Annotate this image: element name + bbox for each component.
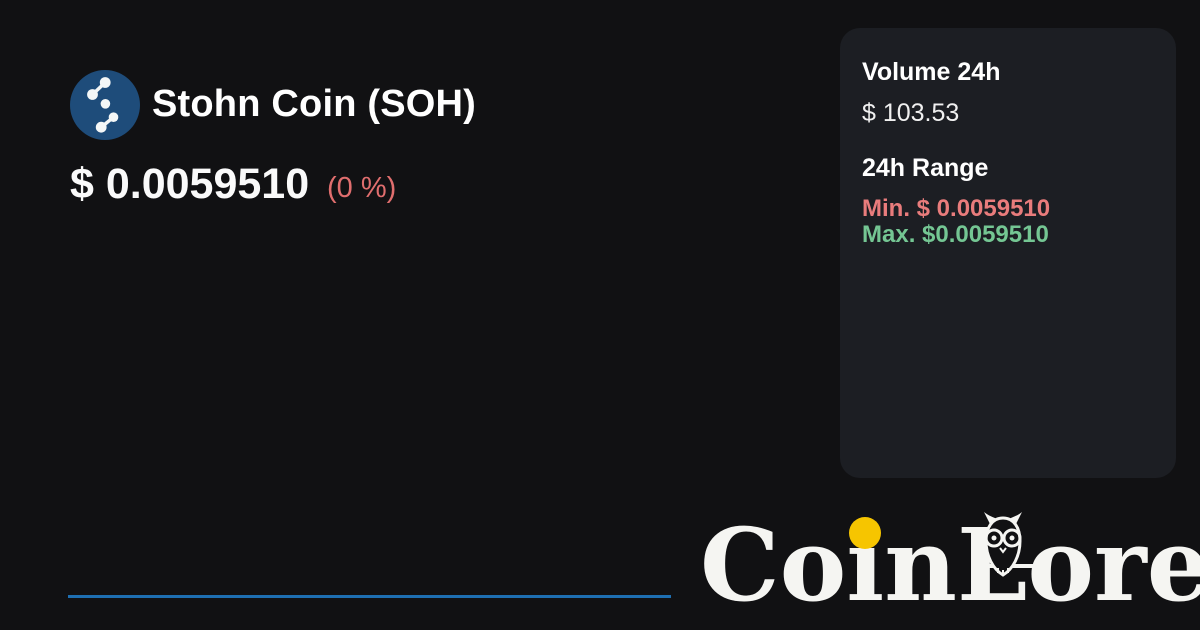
range-min-value: Min. $ 0.0059510 — [862, 195, 1051, 222]
brand-segment-n: n — [884, 506, 958, 624]
coin-price-change: (0 %) — [327, 172, 397, 204]
stats-card: Volume 24h $ 103.53 24h Range Min. $ 0.0… — [840, 28, 1176, 478]
divider-line — [68, 595, 671, 598]
brand-letter-l: L — [957, 512, 1038, 615]
coin-title: Stohn Coin (SOH) — [152, 83, 477, 125]
brand-segment-ore: ore — [1027, 506, 1200, 624]
owl-icon — [977, 512, 1038, 577]
range-max-value: Max. $0.0059510 — [862, 221, 1049, 248]
stohn-coin-logo-icon — [70, 70, 140, 140]
range-24h-label: 24h Range — [862, 154, 989, 182]
brand-segment-co: Co — [700, 506, 847, 624]
coinlore-brand-logo: CoınL ore — [700, 512, 1200, 615]
volume-24h-label: Volume 24h — [862, 58, 1001, 86]
brand-yellow-dot-icon — [849, 517, 882, 549]
coin-price: $ 0.0059510 — [70, 160, 310, 208]
volume-24h-value: $ 103.53 — [862, 99, 960, 127]
brand-letter-i: ı — [846, 515, 884, 615]
